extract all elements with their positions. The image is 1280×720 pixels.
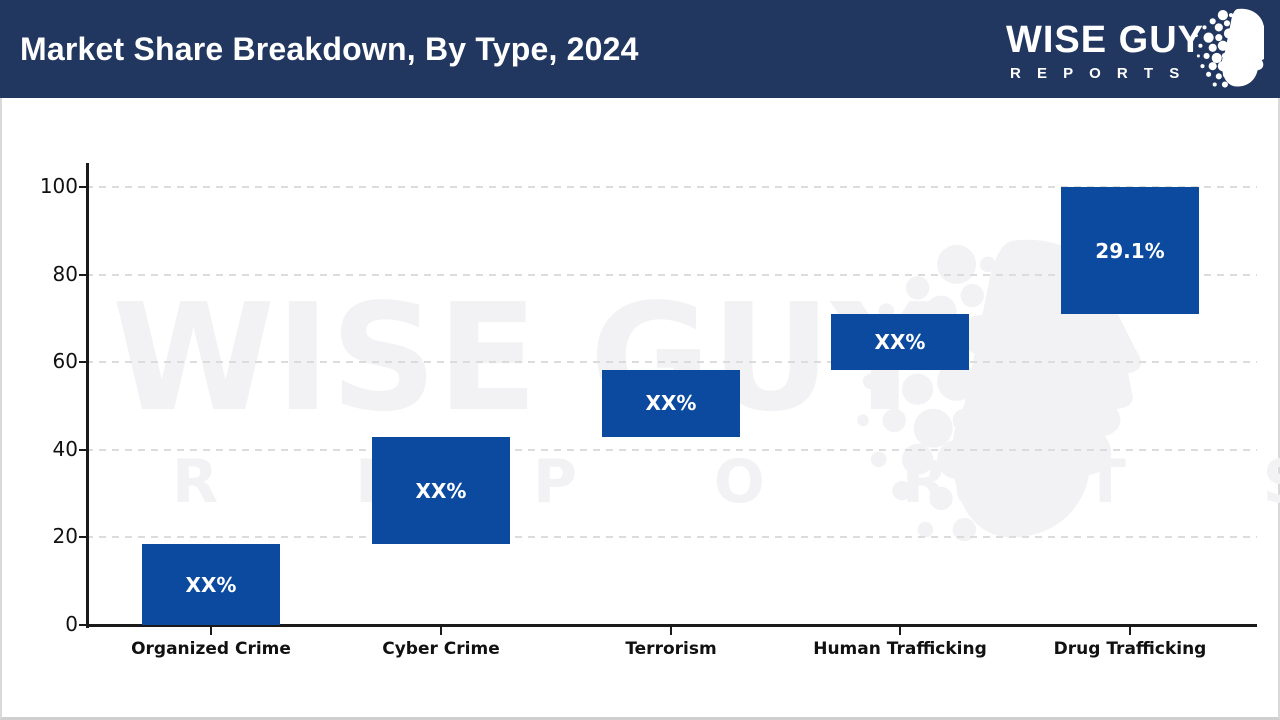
bar-drug-trafficking: 29.1% — [1061, 187, 1199, 315]
x-axis-line — [86, 624, 1257, 627]
x-tick-label-2: Terrorism — [625, 639, 717, 659]
page-title: Market Share Breakdown, By Type, 2024 — [20, 30, 639, 67]
bar-value-label: XX% — [874, 330, 926, 355]
gridline-40 — [86, 448, 1257, 451]
y-tick-20 — [79, 536, 87, 539]
y-tick-label-80: 80 — [52, 261, 78, 286]
gridline-20 — [86, 536, 1257, 539]
header-bar: Market Share Breakdown, By Type, 2024 — [0, 0, 1280, 98]
y-tick-40 — [79, 448, 87, 451]
y-tick-label-20: 20 — [52, 524, 78, 549]
watermark-wordmark: WISE GUY — [112, 272, 939, 444]
y-tick-label-40: 40 — [52, 436, 78, 461]
gridline-60 — [86, 361, 1257, 364]
x-tick-2 — [670, 627, 672, 635]
y-tick-0 — [79, 624, 87, 626]
y-tick-80 — [79, 273, 87, 276]
x-tick-label-1: Cyber Crime — [382, 639, 500, 659]
x-tick-1 — [440, 627, 442, 635]
bar-human-trafficking: XX% — [831, 314, 969, 371]
y-tick-label-60: 60 — [52, 349, 78, 374]
wise-guy-logo: WISE GUY R E P O R T S — [1006, 8, 1264, 88]
bar-cyber-crime: XX% — [372, 436, 510, 545]
chart-canvas — [0, 98, 1280, 720]
gridline-80 — [86, 273, 1257, 276]
y-axis-line — [86, 163, 89, 628]
bar-organized-crime: XX% — [142, 544, 280, 625]
bar-value-label: XX% — [415, 478, 467, 503]
logo-wordmark: WISE GUY — [1006, 19, 1204, 61]
bar-value-label: XX% — [185, 572, 237, 597]
gridline-100 — [86, 186, 1257, 188]
y-tick-label-0: 0 — [65, 612, 78, 636]
bar-terrorism: XX% — [602, 370, 740, 437]
y-tick-100 — [79, 186, 87, 188]
bar-value-label: 29.1% — [1095, 238, 1165, 263]
x-tick-label-3: Human Trafficking — [813, 639, 987, 659]
x-tick-label-0: Organized Crime — [131, 639, 291, 659]
logo-subtitle: R E P O R T S — [1010, 65, 1185, 82]
y-tick-60 — [79, 361, 87, 364]
y-tick-label-100: 100 — [39, 174, 78, 198]
x-tick-0 — [210, 627, 212, 635]
x-tick-3 — [899, 627, 901, 635]
bar-value-label: XX% — [645, 391, 697, 416]
x-tick-4 — [1129, 627, 1131, 635]
x-tick-label-4: Drug Trafficking — [1053, 639, 1207, 659]
